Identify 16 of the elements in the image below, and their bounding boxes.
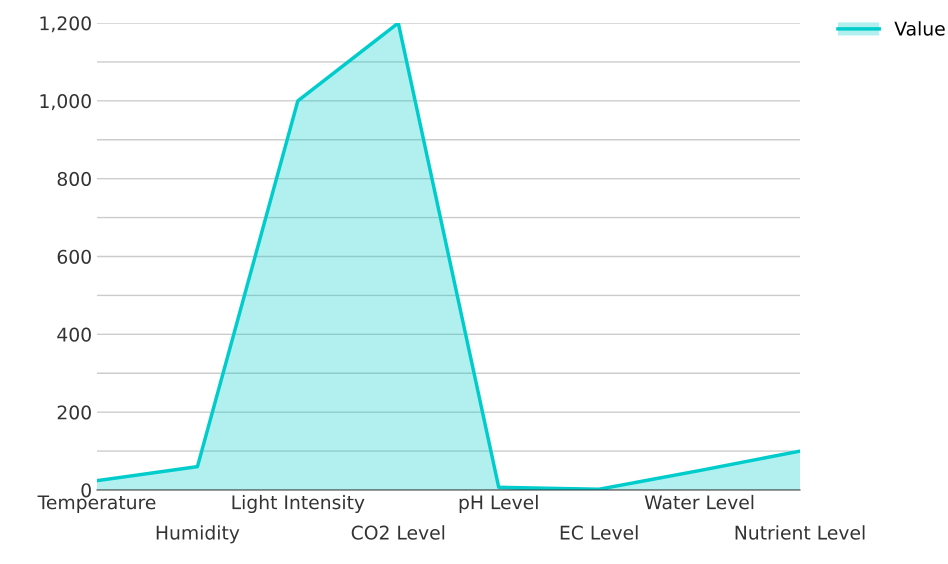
y-tick-label: 1,000: [40, 94, 91, 110]
x-tick-label: pH Level: [460, 494, 538, 514]
y-tick-label: 800: [58, 172, 91, 186]
y-tick-label: 200: [58, 405, 91, 420]
x-tick-label: Light Intensity: [232, 494, 364, 514]
y-tick-label: 0: [81, 483, 91, 498]
x-tick-label: Nutrient Level: [736, 525, 864, 540]
x-tick-label: Humidity: [156, 525, 240, 544]
y-tick-label: 600: [58, 250, 91, 264]
x-tick-label: Water Level: [644, 494, 754, 510]
x-tick-label: EC Level: [560, 525, 638, 540]
legend-label: Value: [894, 21, 945, 36]
x-tick-label: CO2 Level: [352, 525, 444, 540]
y-tick-label: 1,200: [40, 16, 91, 32]
y-tick-label: 400: [57, 328, 91, 342]
x-tick-label: Temperature: [38, 495, 156, 514]
